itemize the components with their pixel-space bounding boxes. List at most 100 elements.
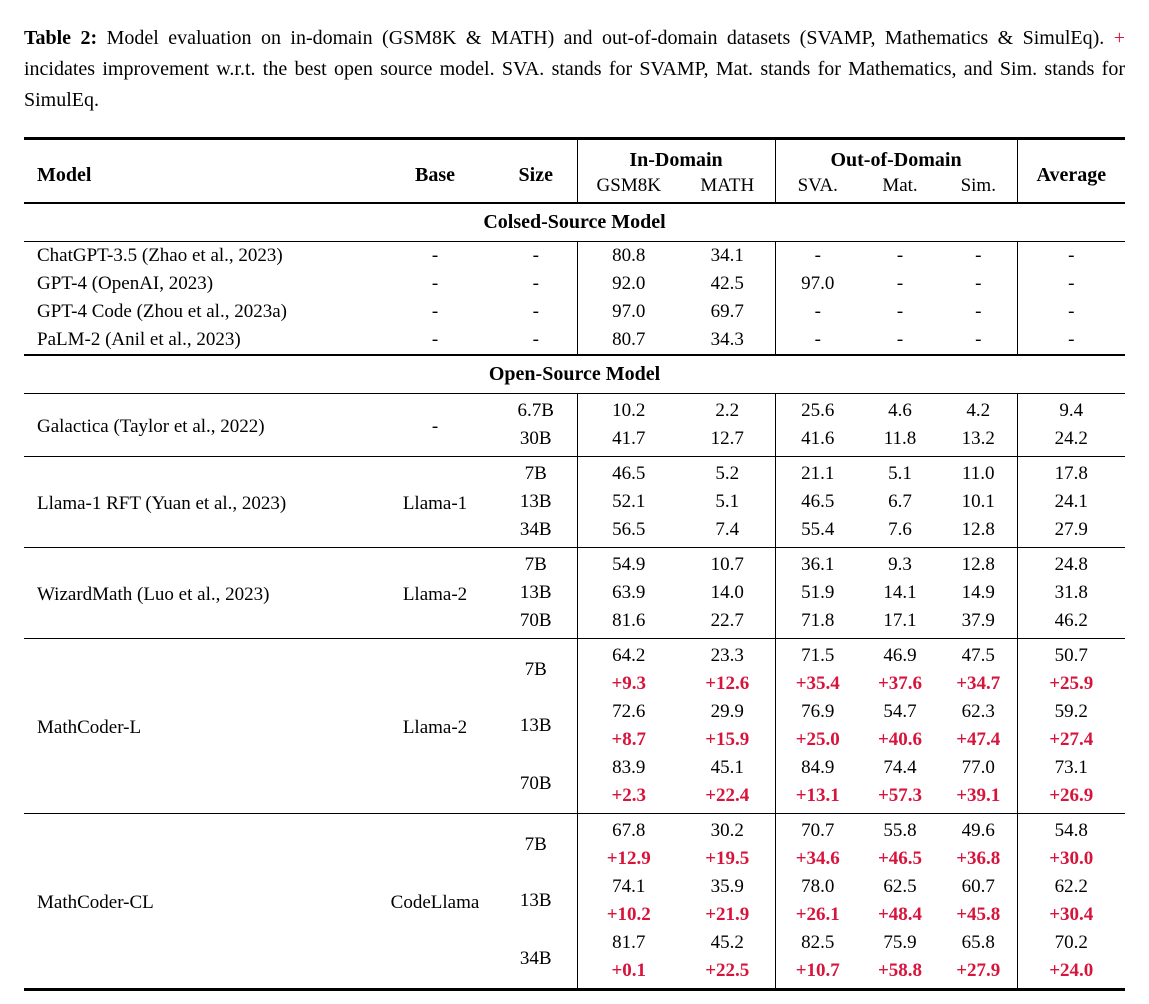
value-cell: - <box>774 241 861 270</box>
table-row: MathCoder-CL CodeLlama 7B 67.8 30.2 70.7 55.8 4… <box>24 813 1126 990</box>
table-row: 13B 74.1 35.9 78.0 62.5 60.7 62.2 <box>24 873 1126 911</box>
value-cell: 46.5 <box>576 456 680 488</box>
value-cell: 17.1 <box>883 610 917 631</box>
value-cell: 5.2 <box>680 456 776 488</box>
value-cell: 23.3 <box>680 638 776 670</box>
value-cell: 46.9 <box>860 638 941 670</box>
table-row: 70B 81.6 22.7 71.8 17.1 37.9 46.2 <box>24 607 1126 639</box>
column-header-average: Average <box>1016 138 1126 204</box>
size-cell: 13B <box>519 890 552 911</box>
value-cell: 69.7 <box>710 301 744 322</box>
value-cell: 24.8 <box>1016 547 1126 579</box>
model-cell: Galactica (Taylor et al., 2022) <box>37 415 265 437</box>
table-row: 34B 81.7 45.2 82.5 75.9 65.8 70.2 <box>24 929 1126 969</box>
model-cell: GPT-4 (OpenAI, 2023) <box>37 273 214 294</box>
value-cell: - <box>1016 241 1126 270</box>
base-cell: Llama-2 <box>375 638 495 814</box>
value-cell: 51.9 <box>774 579 861 607</box>
delta-cell: +27.9 <box>956 960 1001 981</box>
value-cell: 22.7 <box>710 610 744 631</box>
table-row-delta: +10.2 +21.9 +26.1 +48.4 +45.8 +30.4 <box>24 901 1126 929</box>
value-cell: - <box>896 329 904 350</box>
table-caption: Table 2: Model evaluation on in-domain (… <box>24 23 1125 116</box>
value-cell: 46.5 <box>774 488 861 516</box>
table-row-delta: +8.7 +15.9 +25.0 +40.6 +47.4 +27.4 <box>24 726 1126 754</box>
value-cell: 52.1 <box>576 488 680 516</box>
model-cell: GPT-4 Code (Zhou et al., 2023a) <box>37 301 287 322</box>
value-cell: 6.7 <box>888 491 912 512</box>
value-cell: - <box>1016 326 1126 355</box>
value-cell: 80.8 <box>576 241 680 270</box>
size-cell: 70B <box>519 772 552 794</box>
table-row: ChatGPT-3.5 (Zhao et al., 2023) - - 80.8 34.… <box>24 241 1126 270</box>
value-cell: 97.0 <box>576 298 680 326</box>
delta-cell: +40.6 <box>877 729 923 750</box>
value-cell: 24.1 <box>1016 488 1126 516</box>
base-cell: Llama-2 <box>375 547 495 639</box>
delta-cell: +25.9 <box>1016 670 1126 698</box>
value-cell: 71.5 <box>774 638 861 670</box>
delta-cell: +30.0 <box>1016 845 1126 873</box>
value-cell: 30.2 <box>680 813 776 845</box>
delta-cell: +58.8 <box>877 960 923 981</box>
value-cell: 27.9 <box>1016 516 1126 548</box>
delta-cell: +46.5 <box>877 848 923 869</box>
value-cell: 34.3 <box>710 329 744 350</box>
value-cell: 71.8 <box>774 607 861 639</box>
section-header: Colsed-Source Model <box>24 203 1126 242</box>
section-row: Colsed-Source Model <box>24 203 1126 242</box>
table-row: Llama-1 RFT (Yuan et al., 2023) Llama-1 7B… <box>24 456 1126 548</box>
delta-cell: +39.1 <box>956 785 1001 806</box>
base-cell: - <box>431 273 439 294</box>
value-cell: - <box>975 273 982 294</box>
table-row: PaLM-2 (Anil et al., 2023) - - 80.7 34.3 - - - - <box>24 326 1126 355</box>
value-cell: 45.2 <box>710 932 744 953</box>
value-cell: 14.0 <box>710 582 744 603</box>
value-cell: 4.2 <box>966 400 991 421</box>
value-cell: 76.9 <box>774 698 861 726</box>
value-cell: 31.8 <box>1016 579 1126 607</box>
value-cell: 55.4 <box>774 516 861 548</box>
value-cell: 92.0 <box>576 270 680 298</box>
value-cell: 54.7 <box>883 701 917 722</box>
value-cell: 47.5 <box>940 638 1018 670</box>
value-cell: 72.6 <box>576 698 680 726</box>
delta-cell: +57.3 <box>877 785 923 806</box>
value-cell: 36.1 <box>774 547 861 579</box>
column-group-in-domain: In-Domain <box>576 138 776 173</box>
size-cell: - <box>532 329 539 350</box>
model-cell: WizardMath (Luo et al., 2023) <box>24 547 375 639</box>
delta-cell: +25.0 <box>774 726 861 754</box>
delta-cell: +35.4 <box>774 670 861 698</box>
value-cell: 12.7 <box>710 428 744 449</box>
column-group-out-of-domain: Out-of-Domain <box>774 138 1018 173</box>
value-cell: - <box>975 301 982 322</box>
value-cell: 37.9 <box>961 610 995 631</box>
base-cell: Llama-1 <box>375 456 495 548</box>
value-cell: - <box>975 329 982 350</box>
column-header-mat: Mat. <box>860 173 941 204</box>
value-cell: 54.8 <box>1016 813 1126 845</box>
delta-cell: +19.5 <box>705 848 750 869</box>
value-cell: 62.5 <box>883 876 917 897</box>
delta-cell: +24.0 <box>1016 957 1126 990</box>
table-row: GPT-4 Code (Zhou et al., 2023a) - - 97.0 69.… <box>24 298 1126 326</box>
size-cell: 6.7B <box>517 400 554 421</box>
results-table: Model Base Size In-Domain Out-of-Domain … <box>24 137 1126 991</box>
size-cell: 34B <box>519 519 552 540</box>
value-cell: 73.1 <box>1016 754 1126 782</box>
value-cell: 11.0 <box>940 456 1018 488</box>
delta-cell: +47.4 <box>956 729 1001 750</box>
size-cell: 7B <box>495 813 577 873</box>
caption-text-2: incidates improvement w.r.t. the best op… <box>24 58 1125 111</box>
table-row: 13B 52.1 5.1 46.5 6.7 10.1 24.1 <box>24 488 1126 516</box>
section-row: Open-Source Model <box>24 354 1126 394</box>
value-cell: 25.6 <box>774 393 861 425</box>
value-cell: 12.8 <box>940 547 1018 579</box>
value-cell: 24.2 <box>1016 425 1126 457</box>
value-cell: 77.0 <box>961 757 995 778</box>
size-cell: 13B <box>519 491 552 512</box>
delta-cell: +37.6 <box>877 673 923 694</box>
value-cell: 67.8 <box>576 813 680 845</box>
delta-cell: +12.9 <box>576 845 680 873</box>
